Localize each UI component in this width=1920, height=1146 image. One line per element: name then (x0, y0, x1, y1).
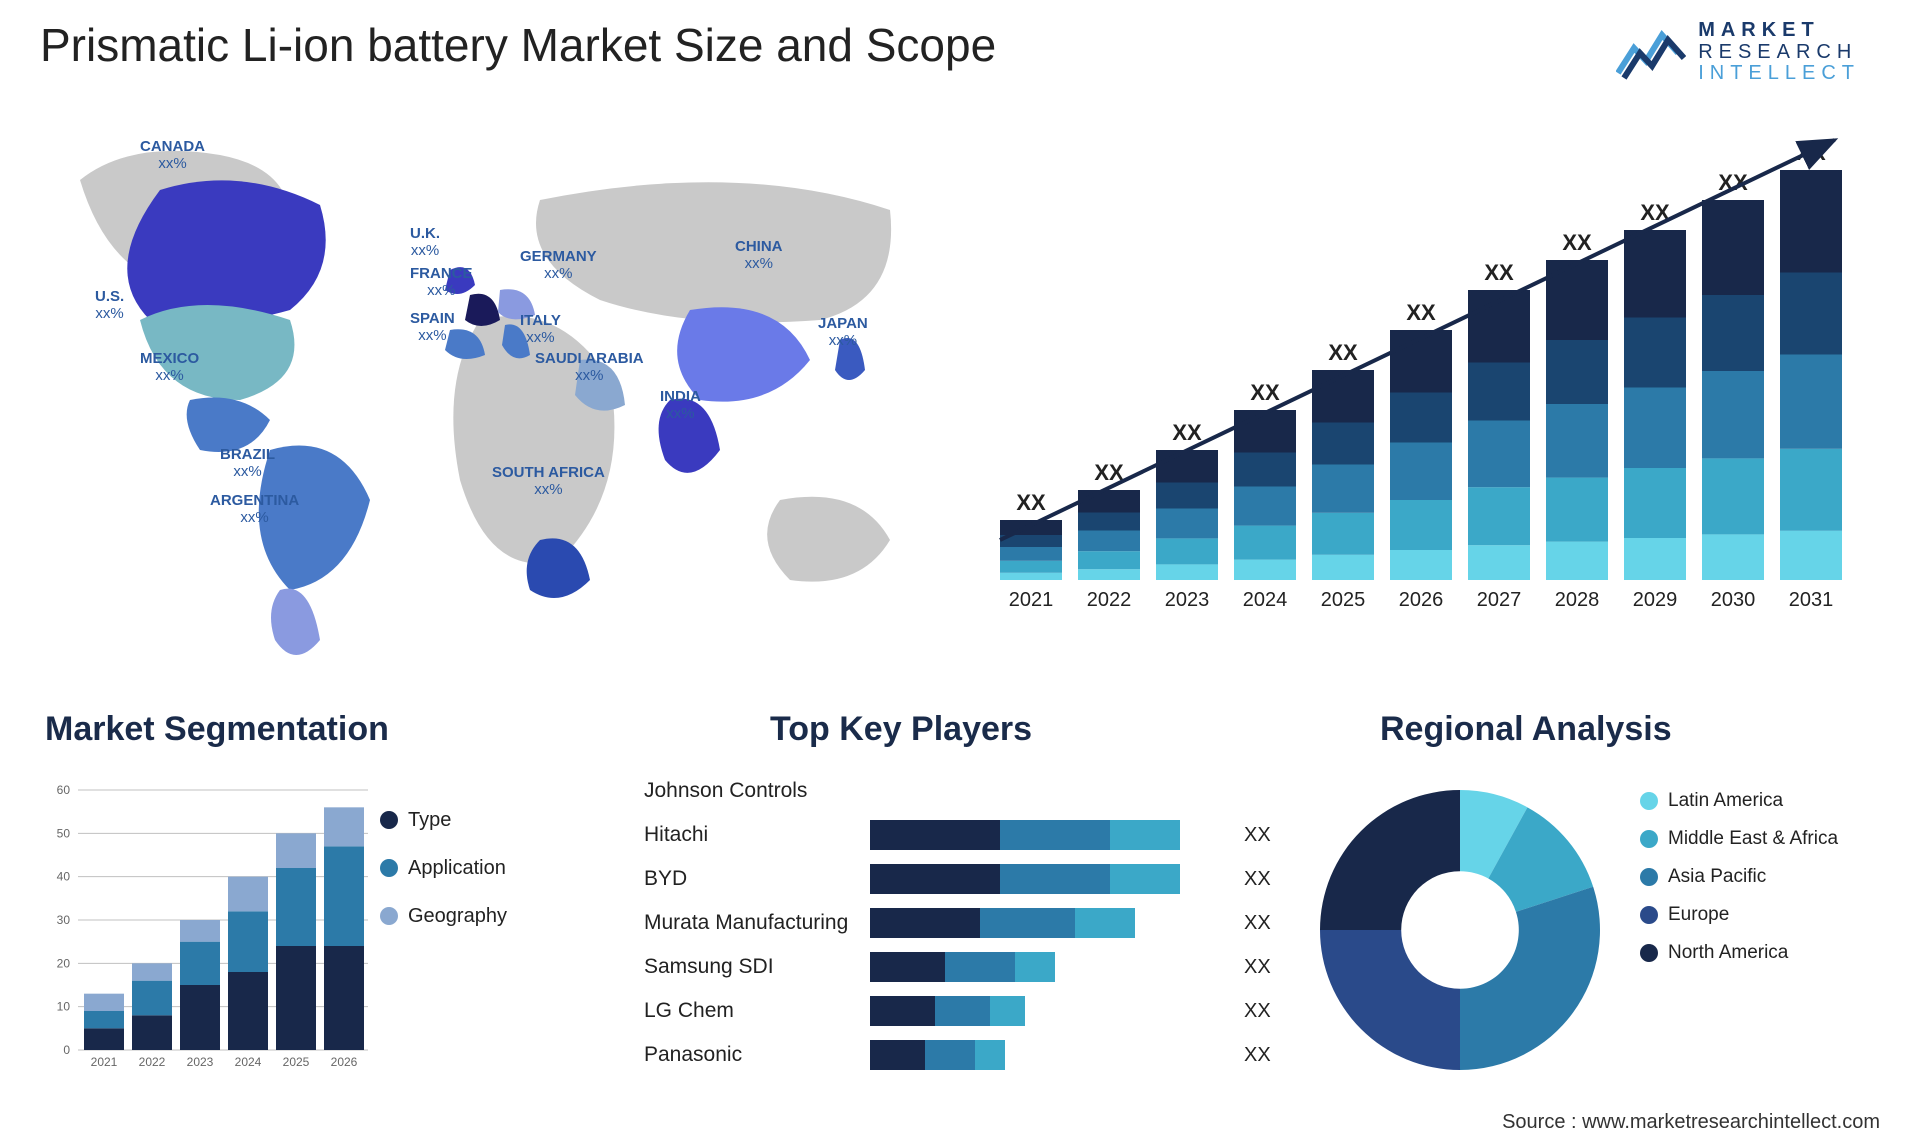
map-label-india: INDIAxx% (660, 388, 701, 423)
region-legend-item: North America (1640, 942, 1838, 964)
player-row: Johnson Controls (640, 770, 1280, 812)
svg-text:2024: 2024 (1243, 589, 1288, 611)
logo-icon (1616, 23, 1686, 81)
page-title: Prismatic Li-ion battery Market Size and… (40, 18, 996, 72)
svg-text:30: 30 (57, 913, 71, 927)
svg-text:2026: 2026 (1399, 589, 1444, 611)
seg-legend-item: Type (380, 800, 507, 840)
seg-legend-item: Geography (380, 896, 507, 936)
player-name: Johnson Controls (640, 779, 870, 803)
player-value: XX (1244, 868, 1271, 891)
map-label-china: CHINAxx% (735, 238, 783, 273)
player-name: Samsung SDI (640, 955, 870, 979)
svg-text:XX: XX (1484, 260, 1514, 285)
map-label-france: FRANCExx% (410, 265, 473, 300)
svg-text:XX: XX (1328, 340, 1358, 365)
segmentation-title: Market Segmentation (45, 710, 389, 749)
svg-text:2022: 2022 (1087, 589, 1132, 611)
map-label-u-s-: U.S.xx% (95, 288, 124, 323)
map-label-germany: GERMANYxx% (520, 248, 597, 283)
svg-text:2026: 2026 (331, 1055, 358, 1069)
svg-text:XX: XX (1406, 300, 1436, 325)
map-label-south-africa: SOUTH AFRICAxx% (492, 464, 605, 499)
player-row: BYD XX (640, 858, 1280, 900)
player-name: Panasonic (640, 1043, 870, 1067)
logo-line3: INTELLECT (1698, 63, 1860, 85)
players-chart: Johnson ControlsHitachiXXBYDXXMurata Man… (640, 770, 1280, 1110)
segmentation-chart: 0 10 20 30 40 50 60 2021 2022 2023 2024 2025 2026 (40, 760, 600, 1090)
map-label-japan: JAPANxx% (818, 315, 868, 350)
seg-legend-item: Application (380, 848, 507, 888)
svg-text:XX: XX (1562, 230, 1592, 255)
map-label-canada: CANADAxx% (140, 138, 205, 173)
svg-text:XX: XX (1172, 420, 1202, 445)
player-row: Murata Manufacturing XX (640, 902, 1280, 944)
region-legend-item: Europe (1640, 904, 1838, 926)
map-label-brazil: BRAZILxx% (220, 446, 275, 481)
map-label-argentina: ARGENTINAxx% (210, 492, 299, 527)
svg-text:10: 10 (57, 1000, 71, 1014)
map-label-saudi-arabia: SAUDI ARABIAxx% (535, 350, 644, 385)
svg-text:2029: 2029 (1633, 589, 1678, 611)
regional-donut (1300, 770, 1620, 1090)
svg-text:2031: 2031 (1789, 589, 1834, 611)
players-title: Top Key Players (770, 710, 1032, 749)
world-map: CANADAxx% U.S.xx% MEXICOxx% BRAZILxx% ARGENT… (40, 120, 920, 680)
svg-text:2028: 2028 (1555, 589, 1600, 611)
player-row: Hitachi XX (640, 814, 1280, 856)
player-name: Hitachi (640, 823, 870, 847)
map-label-italy: ITALYxx% (520, 312, 561, 347)
svg-text:2022: 2022 (139, 1055, 166, 1069)
region-legend-item: Middle East & Africa (1640, 828, 1838, 850)
svg-text:XX: XX (1016, 490, 1046, 515)
player-value: XX (1244, 1044, 1271, 1067)
source-text: Source : www.marketresearchintellect.com (1502, 1111, 1880, 1134)
logo-line1: MARKET (1698, 20, 1860, 42)
svg-text:2023: 2023 (1165, 589, 1210, 611)
player-name: Murata Manufacturing (640, 911, 870, 935)
regional-legend: Latin America Middle East & Africa Asia Pa… (1640, 790, 1838, 980)
brand-logo: MARKET RESEARCH INTELLECT (1616, 20, 1860, 85)
svg-text:2023: 2023 (187, 1055, 214, 1069)
player-value: XX (1244, 912, 1271, 935)
player-value: XX (1244, 956, 1271, 979)
map-label-spain: SPAINxx% (410, 310, 455, 345)
svg-text:2025: 2025 (283, 1055, 310, 1069)
player-row: Panasonic XX (640, 1034, 1280, 1076)
player-name: LG Chem (640, 999, 870, 1023)
svg-text:2025: 2025 (1321, 589, 1366, 611)
regional-title: Regional Analysis (1380, 710, 1672, 749)
svg-text:40: 40 (57, 870, 71, 884)
svg-text:20: 20 (57, 956, 71, 970)
region-legend-item: Asia Pacific (1640, 866, 1838, 888)
growth-chart: XX 2021 XX 2022 XX 2023 XX 2024 XX 2025 XX 2026 XX 20… (990, 130, 1860, 610)
svg-text:2024: 2024 (235, 1055, 262, 1069)
player-value: XX (1244, 1000, 1271, 1023)
svg-text:0: 0 (63, 1043, 70, 1057)
logo-line2: RESEARCH (1698, 42, 1860, 64)
map-svg (40, 120, 920, 680)
player-row: Samsung SDI XX (640, 946, 1280, 988)
map-label-mexico: MEXICOxx% (140, 350, 199, 385)
svg-text:2027: 2027 (1477, 589, 1522, 611)
player-name: BYD (640, 867, 870, 891)
svg-text:60: 60 (57, 783, 71, 797)
segmentation-legend: Type Application Geography (380, 800, 507, 944)
map-label-u-k-: U.K.xx% (410, 225, 440, 260)
player-value: XX (1244, 824, 1271, 847)
player-row: LG Chem XX (640, 990, 1280, 1032)
svg-text:XX: XX (1250, 380, 1280, 405)
svg-text:2021: 2021 (1009, 589, 1054, 611)
region-legend-item: Latin America (1640, 790, 1838, 812)
svg-text:2030: 2030 (1711, 589, 1756, 611)
svg-text:50: 50 (57, 826, 71, 840)
svg-text:2021: 2021 (91, 1055, 118, 1069)
